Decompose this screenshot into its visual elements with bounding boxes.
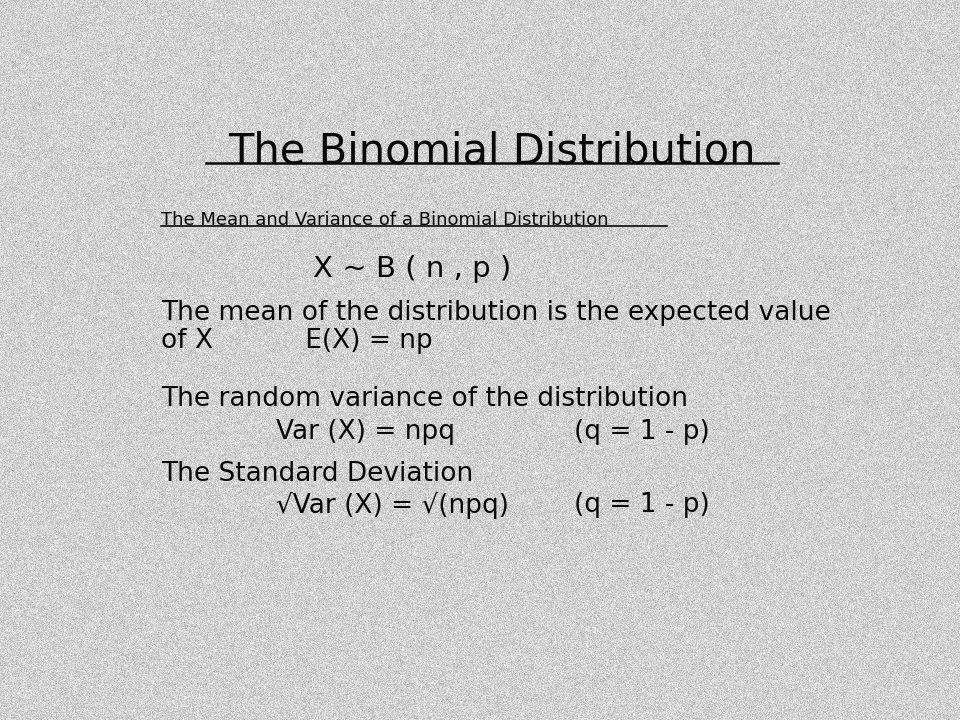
Text: The mean of the distribution is the expected value: The mean of the distribution is the expe… — [161, 300, 830, 326]
Text: The Binomial Distribution: The Binomial Distribution — [228, 131, 756, 173]
Text: Var (X) = npq: Var (X) = npq — [276, 419, 455, 445]
Text: The Standard Deviation: The Standard Deviation — [161, 461, 473, 487]
Text: √Var (X) = √(npq): √Var (X) = √(npq) — [276, 492, 509, 519]
Text: The random variance of the distribution: The random variance of the distribution — [161, 386, 688, 412]
Text: X ~ B ( n , p ): X ~ B ( n , p ) — [313, 256, 512, 284]
Text: of X           E(X) = np: of X E(X) = np — [161, 328, 433, 354]
Text: The Mean and Variance of a Binomial Distribution: The Mean and Variance of a Binomial Dist… — [161, 211, 609, 229]
Text: (q = 1 - p): (q = 1 - p) — [574, 492, 709, 518]
Text: (q = 1 - p): (q = 1 - p) — [574, 419, 709, 445]
